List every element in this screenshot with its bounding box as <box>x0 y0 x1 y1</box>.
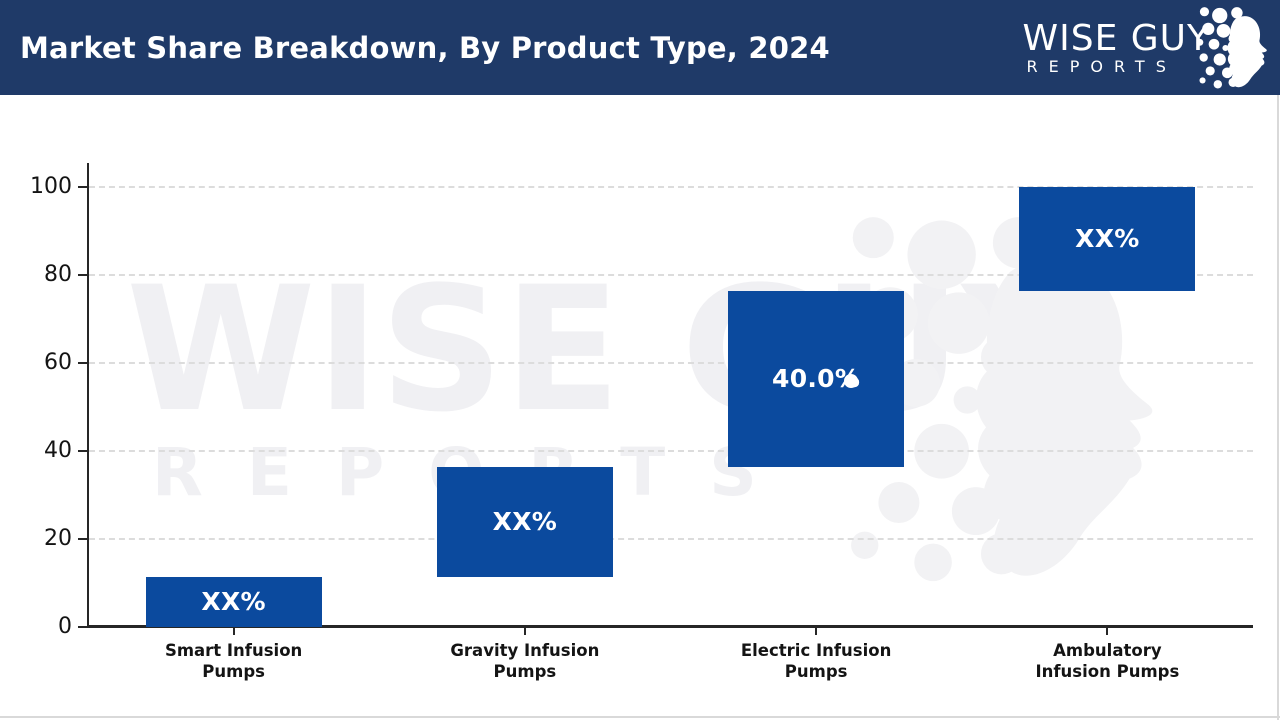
gridline <box>89 538 1253 540</box>
header-banner: Market Share Breakdown, By Product Type,… <box>0 0 1280 95</box>
wiseguy-face-icon <box>1196 6 1267 88</box>
bar-segment: XX% <box>1019 187 1196 291</box>
bar-segment: 40.0% <box>728 290 905 467</box>
category-label: Electric Infusion Pumps <box>740 641 892 681</box>
page-right-border <box>1277 0 1279 720</box>
logo-wordmark: WISE GUY <box>1022 17 1210 59</box>
bar-segment: XX% <box>436 466 613 577</box>
y-axis-spine <box>87 163 89 627</box>
y-tick-mark <box>78 626 88 628</box>
logo-subtext: REPORTS <box>1026 56 1177 76</box>
watermark-wordmark: WISE GUY <box>126 249 1087 450</box>
y-tick-mark <box>78 362 88 364</box>
category-label: Ambulatory Infusion Pumps <box>1035 641 1180 681</box>
y-tick-label: 20 <box>44 526 72 551</box>
bar-value-label: XX% <box>492 507 558 537</box>
category-label: Gravity Infusion Pumps <box>450 641 600 681</box>
watermark-white-dot <box>844 374 858 388</box>
y-tick-label: 60 <box>44 350 72 375</box>
y-tick-mark <box>78 538 88 540</box>
page-bottom-border <box>0 716 1280 718</box>
y-tick-label: 80 <box>44 262 72 287</box>
x-tick-mark <box>815 628 818 635</box>
y-tick-mark <box>78 450 88 452</box>
y-tick-label: 0 <box>58 614 72 639</box>
x-tick-mark <box>232 628 235 635</box>
gridline <box>89 450 1253 452</box>
bar-segment: XX% <box>145 576 322 627</box>
bar-value-label: XX% <box>1075 224 1140 254</box>
y-tick-mark <box>78 274 88 276</box>
category-label: Smart Infusion Pumps <box>164 641 303 681</box>
gridline <box>89 186 1253 188</box>
bar-value-label: XX% <box>201 587 266 617</box>
gridline <box>89 362 1253 364</box>
y-tick-label: 40 <box>44 438 72 463</box>
gridline <box>89 274 1253 276</box>
x-axis-spine <box>87 625 1253 628</box>
x-tick-mark <box>1106 628 1109 635</box>
y-tick-mark <box>78 186 88 188</box>
wise-guy-reports-logo: WISE GUY REPORTS <box>1023 6 1275 90</box>
y-tick-label: 100 <box>30 174 72 199</box>
page-title: Market Share Breakdown, By Product Type,… <box>20 30 830 65</box>
x-tick-mark <box>523 628 526 635</box>
